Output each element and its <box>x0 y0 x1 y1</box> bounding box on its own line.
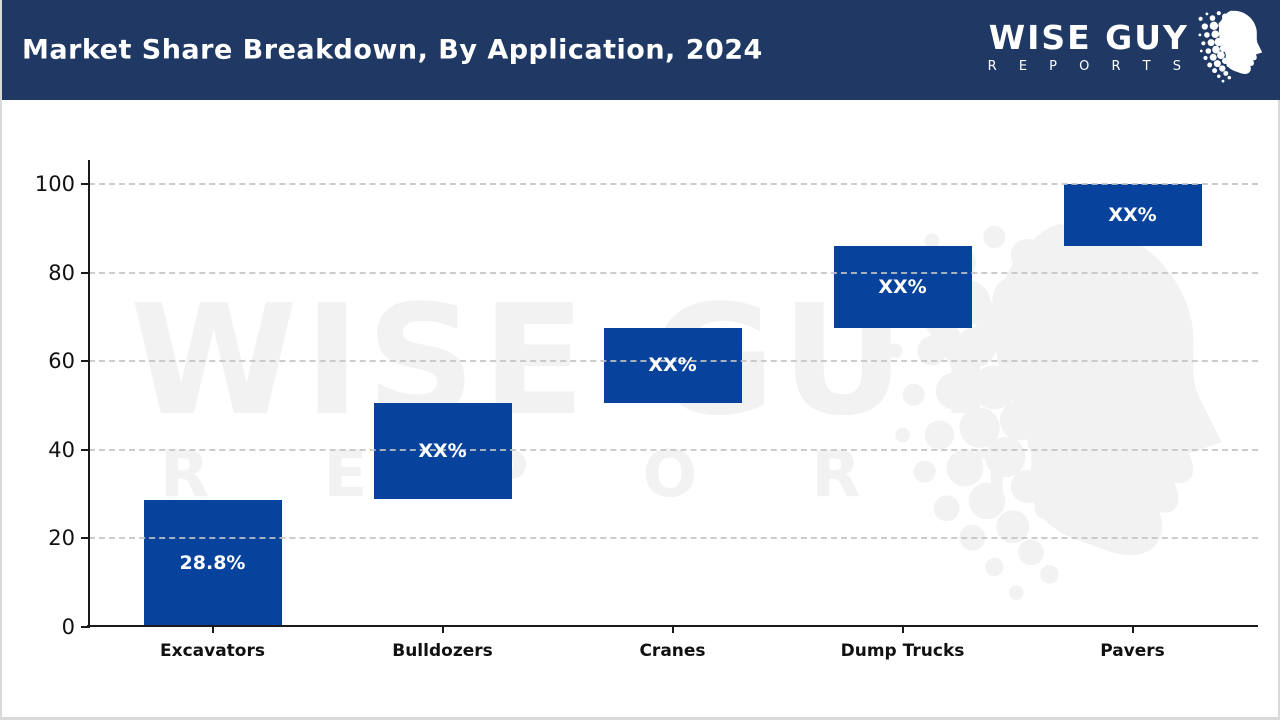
x-category-label: Cranes <box>639 641 706 661</box>
x-category-label: Excavators <box>160 641 265 661</box>
bar-value-label: 28.8% <box>179 552 246 575</box>
bar-value-label: XX% <box>648 354 697 377</box>
gridline-20 <box>89 537 1258 540</box>
x-tick <box>211 626 214 633</box>
bar-value-label: XX% <box>1108 204 1157 227</box>
gridline-100 <box>89 183 1258 186</box>
logo-wordmark: WISE GUY <box>988 18 1189 57</box>
bar-bulldozers[interactable] <box>373 402 512 500</box>
x-tick <box>671 626 674 633</box>
y-tick-label: 80 <box>48 260 75 285</box>
y-tick <box>81 271 88 274</box>
header-bar: Market Share Breakdown, By Application, … <box>2 0 1280 100</box>
gridline-60 <box>89 360 1258 363</box>
y-tick-label: 40 <box>48 437 75 462</box>
logo-head-icon <box>1194 9 1266 93</box>
x-category-label: Dump Trucks <box>840 641 965 661</box>
y-tick <box>81 360 88 363</box>
y-tick-label: 100 <box>34 172 75 197</box>
bar-excavators[interactable] <box>143 499 282 627</box>
y-tick <box>81 537 88 540</box>
x-tick <box>1131 626 1134 633</box>
y-tick <box>81 183 88 186</box>
y-tick-label: 60 <box>48 349 75 374</box>
bar-cranes[interactable] <box>603 327 742 403</box>
x-category-label: Bulldozers <box>392 641 493 661</box>
x-tick <box>901 626 904 633</box>
logo-subtitle: R E P O R T S <box>987 59 1190 74</box>
x-tick <box>441 626 444 633</box>
y-tick <box>81 626 88 628</box>
x-category-label: Pavers <box>1100 641 1165 661</box>
gridline-80 <box>89 271 1258 274</box>
gridline-40 <box>89 448 1258 451</box>
y-tick <box>81 448 88 451</box>
y-axis-line <box>88 160 90 628</box>
y-tick-label: 20 <box>48 526 75 551</box>
chart-title: Market Share Breakdown, By Application, … <box>22 34 763 66</box>
bar-value-label: XX% <box>878 276 927 298</box>
y-tick-label: 0 <box>61 615 75 639</box>
wise-guy-reports-logo: WISE GUY R E P O R T S <box>988 4 1268 96</box>
bar-value-label: XX% <box>418 440 467 463</box>
logo-text: WISE GUY R E P O R T S <box>987 18 1190 75</box>
